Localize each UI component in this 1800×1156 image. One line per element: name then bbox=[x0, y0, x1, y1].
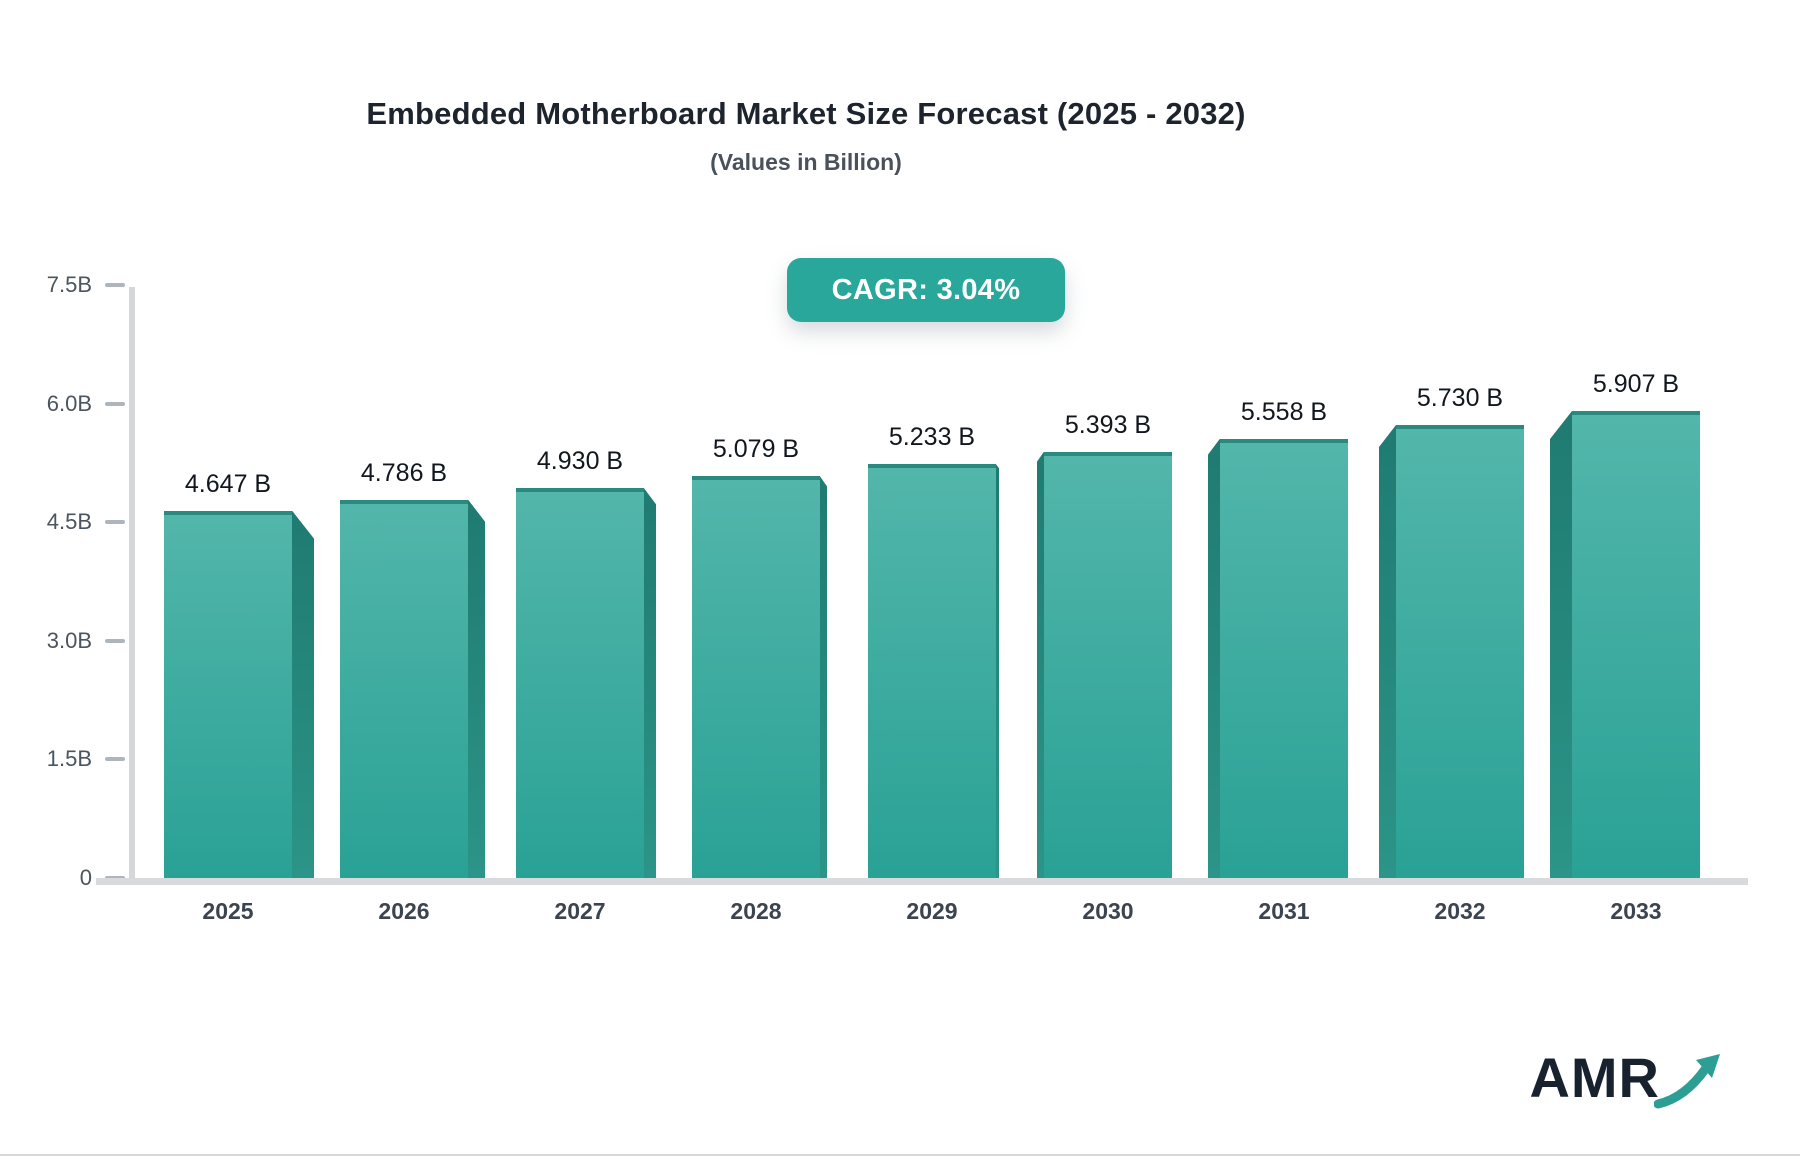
bar-value-label: 5.730 B bbox=[1416, 383, 1504, 412]
bar-2032 bbox=[1379, 424, 1524, 878]
x-axis-line bbox=[96, 878, 1748, 885]
y-tick-label: 4.5B bbox=[46, 509, 92, 535]
bar-side-face bbox=[820, 476, 827, 878]
bar-side-face bbox=[1208, 438, 1220, 878]
bar-value-label: 5.393 B bbox=[1064, 410, 1152, 439]
bar-value-label: 4.647 B bbox=[184, 469, 272, 498]
bar-top-edge bbox=[1572, 410, 1700, 415]
bar-top-edge bbox=[1220, 438, 1348, 443]
chart-title: Embedded Motherboard Market Size Forecas… bbox=[366, 96, 1246, 131]
y-tick-dash bbox=[105, 520, 125, 525]
bar-top-edge bbox=[516, 488, 644, 493]
bar-value-label: 4.786 B bbox=[360, 458, 448, 487]
bar-value-label: 5.233 B bbox=[888, 423, 976, 452]
cagr-badge: CAGR: 3.04% bbox=[787, 258, 1065, 322]
y-tick-label: 6.0B bbox=[46, 390, 92, 416]
bar-slot-2032: 5.730 B bbox=[1372, 285, 1548, 878]
y-tick-label: 3.0B bbox=[46, 627, 92, 653]
amr-logo: AMR bbox=[1529, 1050, 1722, 1112]
x-axis-label-2028: 2028 bbox=[730, 898, 782, 924]
x-axis-label-2026: 2026 bbox=[378, 898, 430, 924]
bar-slot-2028: 5.079 B bbox=[668, 285, 844, 878]
x-axis-label-2029: 2029 bbox=[906, 898, 958, 924]
bar-top-edge bbox=[164, 510, 292, 515]
y-tick-label: 1.5B bbox=[46, 746, 92, 772]
x-axis-labels: 2025 2026 2027 2028 2029 2030 2031 2032 2033 bbox=[140, 898, 1724, 925]
bar-2027 bbox=[516, 488, 656, 878]
bar-2033 bbox=[1550, 410, 1700, 878]
bar-front-face bbox=[164, 510, 292, 878]
bar-front-face bbox=[692, 476, 820, 878]
x-axis-label-2030: 2030 bbox=[1082, 898, 1134, 924]
y-tick-dash bbox=[105, 757, 125, 762]
chart-subtitle: (Values in Billion) bbox=[710, 149, 902, 175]
bar-top-edge bbox=[692, 476, 820, 481]
bar-top-edge bbox=[340, 499, 468, 504]
y-axis-line bbox=[129, 287, 135, 882]
bar-front-face bbox=[1396, 424, 1524, 878]
bar-2029 bbox=[868, 464, 999, 878]
bar-slot-2029: 5.233 B bbox=[844, 285, 1020, 878]
bar-top-edge bbox=[868, 464, 996, 469]
bar-value-label: 5.558 B bbox=[1240, 397, 1328, 426]
bar-side-face bbox=[644, 488, 656, 878]
bar-2031 bbox=[1208, 438, 1348, 878]
bar-value-label: 5.907 B bbox=[1592, 369, 1680, 398]
bar-front-face bbox=[340, 499, 468, 878]
amr-logo-text: AMR bbox=[1529, 1046, 1660, 1109]
bar-front-face bbox=[516, 488, 644, 878]
y-tick-label: 0 bbox=[79, 865, 92, 890]
x-axis-label-2027: 2027 bbox=[554, 898, 606, 924]
x-axis-label-2032: 2032 bbox=[1434, 898, 1486, 924]
bar-top-edge bbox=[1044, 451, 1172, 456]
x-axis-label-2033: 2033 bbox=[1610, 898, 1662, 924]
bar-2025 bbox=[164, 510, 314, 878]
bar-side-face bbox=[468, 499, 485, 878]
bar-top-edge bbox=[1396, 424, 1524, 429]
bar-slot-2030: 5.393 B bbox=[1020, 285, 1196, 878]
bar-series: 4.647 B 4.786 B 4.930 B 5.079 B 5.233 B 5.393… bbox=[140, 285, 1724, 878]
bar-side-face bbox=[1037, 451, 1044, 878]
bar-2026 bbox=[340, 499, 485, 878]
bar-slot-2025: 4.647 B bbox=[140, 285, 316, 878]
bar-front-face bbox=[1220, 438, 1348, 878]
bar-slot-2026: 4.786 B bbox=[316, 285, 492, 878]
bar-front-face bbox=[868, 464, 996, 878]
bar-2030 bbox=[1037, 451, 1172, 878]
y-tick-label: 7.5B bbox=[46, 272, 92, 297]
bar-slot-2027: 4.930 B bbox=[492, 285, 668, 878]
y-tick-dash bbox=[105, 401, 125, 406]
bar-slot-2031: 5.558 B bbox=[1196, 285, 1372, 878]
bar-value-label: 5.079 B bbox=[712, 435, 800, 464]
bar-side-face bbox=[1550, 410, 1572, 878]
bar-side-face bbox=[1379, 424, 1396, 878]
bar-front-face bbox=[1044, 451, 1172, 878]
bar-slot-2033: 5.907 B bbox=[1548, 285, 1724, 878]
bar-front-face bbox=[1572, 410, 1700, 878]
bar-side-face bbox=[996, 464, 999, 878]
growth-arrow-icon bbox=[1654, 1054, 1720, 1109]
y-tick-dash bbox=[105, 283, 125, 287]
x-axis-label-2031: 2031 bbox=[1258, 898, 1310, 924]
bar-side-face bbox=[292, 510, 314, 878]
bar-value-label: 4.930 B bbox=[536, 447, 624, 476]
bar-2028 bbox=[692, 476, 827, 878]
x-axis-label-2025: 2025 bbox=[202, 898, 254, 924]
y-tick-dash bbox=[105, 638, 125, 643]
